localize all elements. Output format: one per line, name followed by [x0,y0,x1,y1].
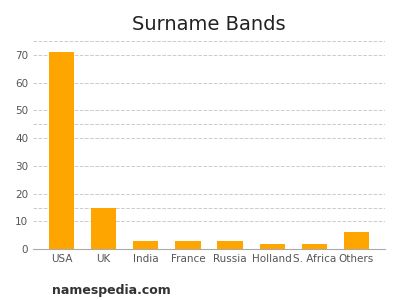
Bar [344,232,369,249]
Bar [260,244,285,249]
Bar [175,241,200,249]
Bar [91,208,116,249]
Bar [302,244,327,249]
Title: Surname Bands: Surname Bands [132,15,286,34]
Text: namespedia.com: namespedia.com [52,284,171,297]
Bar [49,52,74,249]
Bar [133,241,158,249]
Bar [218,241,243,249]
